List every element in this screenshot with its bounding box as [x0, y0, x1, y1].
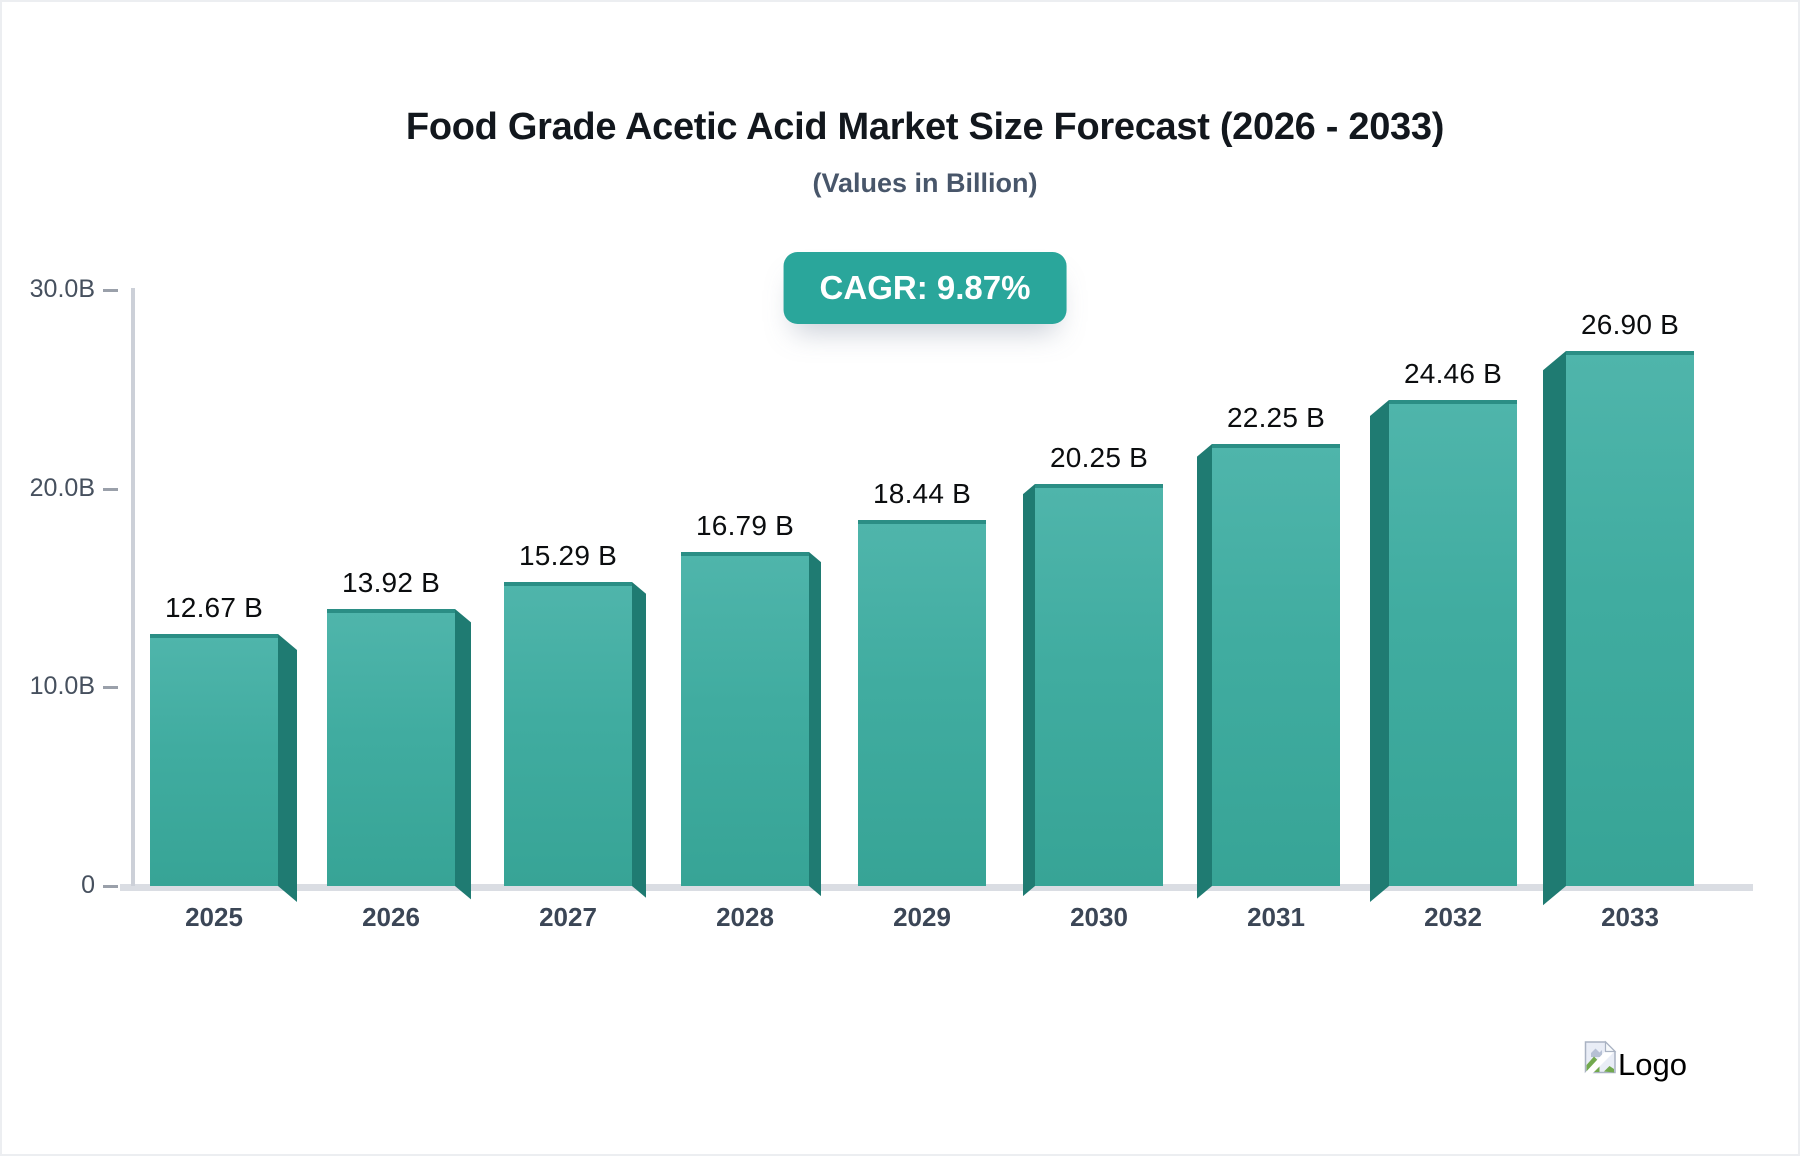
bar	[327, 609, 455, 886]
bar-3d-side	[455, 609, 471, 900]
bar	[1389, 400, 1517, 886]
broken-image-icon	[1584, 1040, 1617, 1075]
bar	[681, 552, 809, 886]
chart-title: Food Grade Acetic Acid Market Size Forec…	[405, 106, 1445, 148]
logo-alt-text: Logo	[1618, 1047, 1687, 1082]
x-axis-label: 2030	[1070, 902, 1128, 932]
bar	[858, 520, 986, 886]
bar-value-label: 18.44 B	[873, 478, 971, 509]
y-axis-tick-mark	[103, 686, 118, 689]
x-axis-label: 2032	[1424, 902, 1482, 932]
x-axis-label: 2033	[1601, 902, 1659, 932]
bar-3d-side	[1197, 444, 1212, 899]
y-axis-tick-mark	[103, 289, 118, 292]
cagr-badge: CAGR: 9.87%	[783, 252, 1067, 324]
bar	[1035, 484, 1163, 886]
x-axis-label: 2029	[893, 902, 951, 932]
x-axis-label: 2031	[1247, 902, 1305, 932]
x-axis-label: 2026	[362, 902, 420, 932]
x-axis-line	[120, 884, 1753, 891]
bar-value-label: 24.46 B	[1404, 358, 1502, 389]
bar-3d-side	[278, 634, 297, 902]
bar-3d-side	[632, 582, 646, 898]
bar	[1566, 351, 1694, 886]
chart-subtitle: (Values in Billion)	[812, 168, 1038, 198]
bar-3d-side	[1543, 351, 1566, 906]
x-axis-label: 2028	[716, 902, 774, 932]
y-axis-tick-label: 30.0B	[29, 275, 95, 303]
y-axis-line	[131, 288, 135, 886]
x-axis-label: 2025	[185, 902, 243, 932]
logo: Logo	[1583, 1040, 1687, 1083]
bar	[1212, 444, 1340, 886]
bar-3d-side	[809, 552, 821, 897]
bar	[150, 634, 278, 886]
bar-value-label: 20.25 B	[1050, 442, 1148, 473]
bar	[504, 582, 632, 886]
bar-value-label: 13.92 B	[342, 567, 440, 598]
bar-value-label: 26.90 B	[1581, 309, 1679, 340]
y-axis-tick-label: 10.0B	[29, 672, 95, 700]
y-axis-tick-mark	[103, 488, 118, 491]
bar-value-label: 15.29 B	[519, 540, 617, 571]
bar-value-label: 12.67 B	[165, 592, 263, 623]
y-axis-tick-label: 20.0B	[29, 474, 95, 502]
bar-3d-side	[1023, 484, 1035, 897]
bar-3d-side	[1370, 400, 1389, 902]
x-axis-label: 2027	[539, 902, 597, 932]
y-axis-tick-mark	[103, 885, 118, 888]
y-axis-tick-label: 0	[81, 871, 95, 899]
bar-value-label: 22.25 B	[1227, 402, 1325, 433]
bar-value-label: 16.79 B	[696, 510, 794, 541]
